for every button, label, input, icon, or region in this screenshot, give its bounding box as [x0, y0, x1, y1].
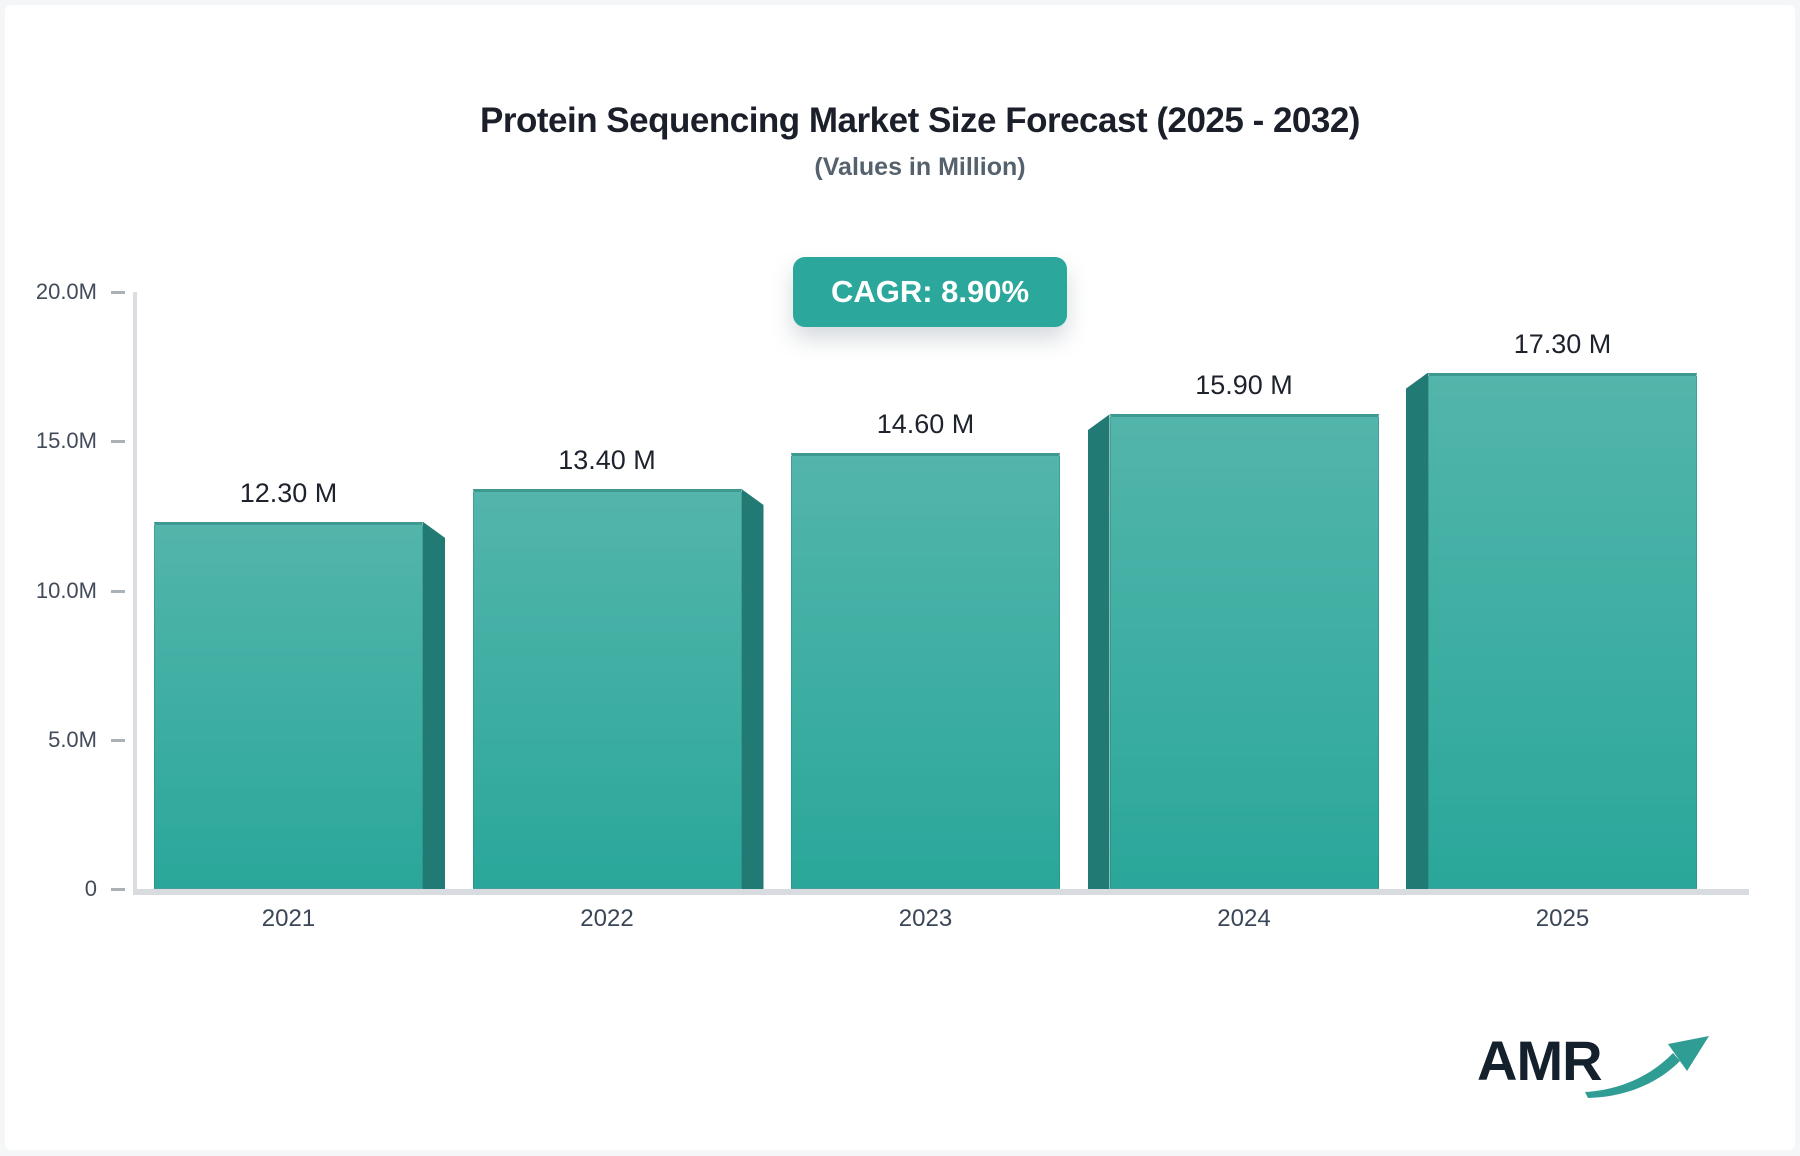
bar-side-2021 — [423, 521, 445, 889]
chart-subtitle: (Values in Million) — [814, 153, 1026, 181]
bar-2025 — [1428, 372, 1697, 889]
cagr-badge-label: CAGR: 8.90% — [830, 274, 1030, 309]
x-tick-label-2021: 2021 — [261, 905, 316, 932]
x-tick-label-2025: 2025 — [1535, 905, 1590, 932]
y-tick-mark — [111, 589, 125, 593]
y-axis-line — [133, 292, 137, 893]
bar-value-label-2023: 14.60 M — [876, 409, 975, 440]
y-tick-mark — [111, 291, 125, 294]
y-tick-label-0: 0 — [84, 876, 97, 901]
bar-side-2022 — [741, 489, 764, 889]
x-axis-line — [133, 889, 1749, 895]
amr-logo: AMR — [1477, 1022, 1717, 1106]
cagr-badge: CAGR: 8.90% — [793, 257, 1067, 327]
y-tick-label-5.0M: 5.0M — [48, 726, 97, 752]
y-tick-label-10.0M: 10.0M — [35, 577, 97, 603]
x-tick-label-2022: 2022 — [580, 905, 634, 932]
bar-value-label-2024: 15.90 M — [1195, 370, 1293, 401]
x-tick-label-2024: 2024 — [1217, 905, 1271, 932]
amr-logo-text: AMR — [1477, 1029, 1603, 1092]
chart-card: Protein Sequencing Market Size Forecast … — [5, 5, 1795, 1150]
x-tick-label-2023: 2023 — [898, 905, 953, 932]
bar-value-label-2021: 12.30 M — [239, 477, 338, 508]
bar-2021 — [154, 521, 423, 889]
y-tick-mark — [111, 440, 125, 444]
bar-value-label-2022: 13.40 M — [558, 445, 656, 475]
bar-side-2024 — [1087, 414, 1110, 889]
y-tick-label-15.0M: 15.0M — [35, 428, 97, 454]
y-tick-mark — [111, 738, 125, 742]
bar-2023 — [791, 453, 1060, 889]
bar-side-2025 — [1406, 372, 1428, 889]
growth-arrow-icon — [1585, 1036, 1709, 1098]
bar-2024 — [1109, 414, 1379, 889]
y-tick-label-20.0M: 20.0M — [35, 279, 97, 304]
bar-value-label-2025: 17.30 M — [1513, 328, 1612, 359]
y-tick-mark — [111, 888, 125, 891]
bar-2022 — [472, 489, 742, 889]
chart-title: Protein Sequencing Market Size Forecast … — [480, 101, 1360, 140]
